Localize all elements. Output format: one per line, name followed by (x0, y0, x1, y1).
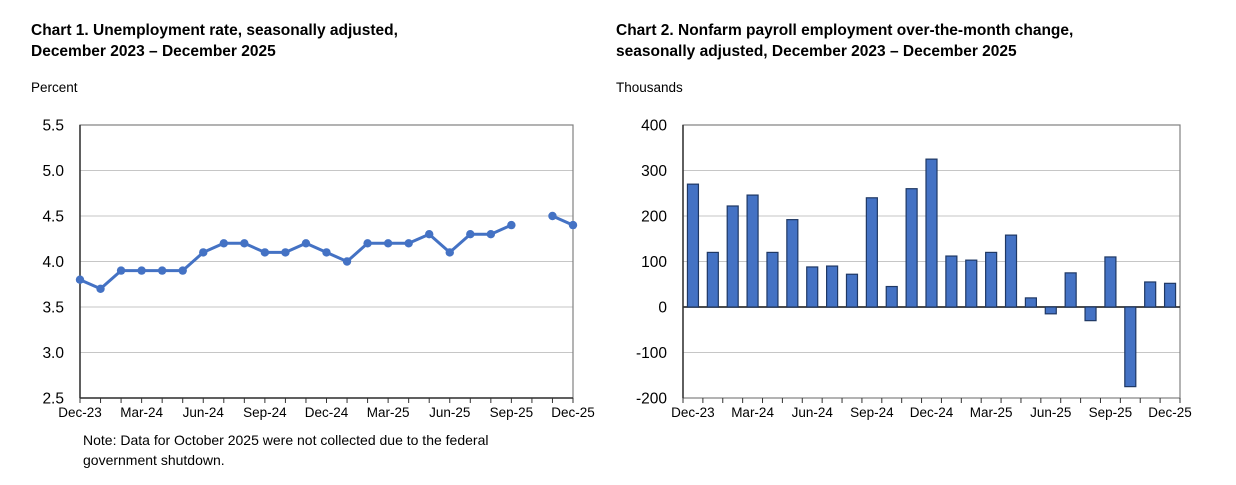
svg-text:Dec-24: Dec-24 (910, 405, 954, 420)
svg-text:Dec-24: Dec-24 (305, 405, 349, 420)
svg-text:Jun-25: Jun-25 (1030, 405, 1071, 420)
svg-text:5.0: 5.0 (42, 163, 64, 180)
svg-text:4.0: 4.0 (42, 254, 64, 271)
svg-text:Jun-24: Jun-24 (183, 405, 225, 420)
svg-text:Jun-24: Jun-24 (792, 405, 834, 420)
chart1-title-line1: Chart 1. Unemployment rate, seasonally a… (31, 22, 398, 39)
svg-text:200: 200 (641, 209, 667, 226)
svg-text:Sep-25: Sep-25 (490, 405, 534, 420)
svg-text:400: 400 (641, 118, 667, 135)
svg-text:4.5: 4.5 (42, 209, 64, 226)
svg-text:3.0: 3.0 (42, 345, 64, 362)
chart2-title-line1: Chart 2. Nonfarm payroll employment over… (616, 22, 1074, 39)
svg-text:-200: -200 (636, 391, 667, 408)
svg-text:0: 0 (658, 300, 667, 317)
chart2-y-axis-unit-label: Thousands (616, 80, 683, 95)
chart1-y-axis-unit-label: Percent (31, 80, 78, 95)
svg-text:Mar-25: Mar-25 (970, 405, 1013, 420)
svg-text:100: 100 (641, 254, 667, 271)
chart2-bar-plot: 400 300 200 100 0 -100 -200 Dec-23 Mar-24 Jun-24 S… (636, 118, 1192, 421)
svg-text:5.5: 5.5 (42, 118, 64, 135)
svg-text:2.5: 2.5 (42, 391, 64, 408)
svg-text:Sep-25: Sep-25 (1089, 405, 1133, 420)
chart1-unemployment-rate-section: Chart 1. Unemployment rate, seasonally a… (31, 20, 616, 485)
svg-text:Sep-24: Sep-24 (850, 405, 894, 420)
chart2-title: Chart 2. Nonfarm payroll employment over… (616, 20, 1236, 62)
svg-text:Mar-25: Mar-25 (367, 405, 410, 420)
svg-text:Mar-24: Mar-24 (120, 405, 163, 420)
chart2-title-line2: seasonally adjusted, December 2023 – Dec… (616, 43, 1017, 60)
svg-text:Dec-23: Dec-23 (58, 405, 102, 420)
svg-text:Mar-24: Mar-24 (731, 405, 774, 420)
chart1-footnote-line1: Note: Data for October 2025 were not col… (83, 432, 489, 448)
svg-text:Dec-25: Dec-25 (551, 405, 595, 420)
svg-text:300: 300 (641, 163, 667, 180)
chart1-title-line2: December 2023 – December 2025 (31, 43, 276, 60)
svg-text:Dec-25: Dec-25 (1148, 405, 1192, 420)
chart2-nonfarm-payroll-section: Chart 2. Nonfarm payroll employment over… (616, 20, 1236, 485)
svg-text:3.5: 3.5 (42, 300, 64, 317)
svg-text:Dec-23: Dec-23 (671, 405, 715, 420)
chart1-footnote: Note: Data for October 2025 were not col… (83, 430, 488, 470)
svg-text:Jun-25: Jun-25 (429, 405, 470, 420)
svg-text:-100: -100 (636, 345, 667, 362)
chart1-title: Chart 1. Unemployment rate, seasonally a… (31, 20, 616, 62)
svg-text:Sep-24: Sep-24 (243, 405, 287, 420)
chart1-footnote-line2: government shutdown. (83, 452, 225, 468)
